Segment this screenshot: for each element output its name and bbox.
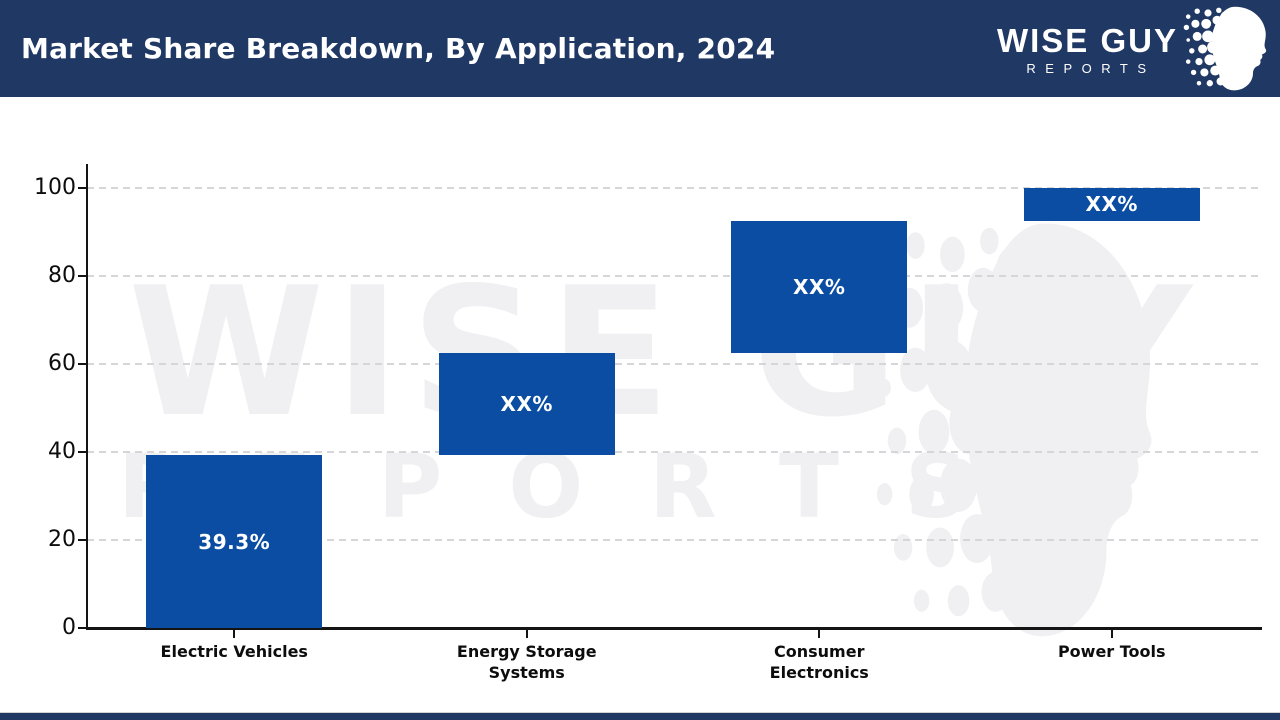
bar-energy-storage-systems: XX% [438,352,615,456]
y-tick-mark [78,451,87,453]
y-tick-label: 20 [48,527,76,552]
gridline-100 [87,187,1262,189]
chart-title: Market Share Breakdown, By Application, … [21,32,776,65]
footer-divider [0,712,1280,713]
y-tick-label: 100 [34,175,76,200]
logo-subtext: REPORTS [1026,60,1156,76]
y-tick-mark [78,627,87,629]
x-tick-mark [818,630,821,638]
logo-wordmark: WISE GUY [996,21,1178,59]
y-tick-mark [78,363,87,365]
logo-text: WISE GUY REPORTS [997,22,1178,76]
gridline-60 [87,363,1262,365]
x-tick-mark [525,630,528,638]
header-bar: Market Share Breakdown, By Application, … [0,0,1280,97]
x-tick-mark [233,630,236,638]
x-axis-line [86,627,1262,630]
bar-power-tools: XX% [1023,188,1200,221]
x-category-label: Power Tools [1057,642,1166,661]
y-tick-label: 0 [62,615,76,640]
y-tick-mark [78,187,87,189]
y-tick-label: 40 [48,439,76,464]
bar-electric-vehicles: 39.3% [146,455,323,628]
bar-value-label: XX% [1085,192,1138,217]
x-category-label: Electric Vehicles [160,642,308,661]
footer-bar [0,713,1280,720]
logo: WISE GUY REPORTS [997,0,1272,97]
bar-consumer-electronics: XX% [731,220,908,353]
y-tick-label: 80 [48,263,76,288]
y-tick-label: 60 [48,351,76,376]
y-tick-mark [78,539,87,541]
bar-value-label: XX% [500,391,553,416]
logo-face-icon [1183,6,1267,90]
gridline-40 [87,451,1262,453]
x-tick-mark [1110,630,1113,638]
bar-value-label: XX% [793,274,846,299]
gridline-80 [87,275,1262,277]
y-axis-line [86,164,88,630]
x-category-label: Consumer Electronics [769,642,869,682]
y-tick-mark [78,275,87,277]
x-category-label: Energy Storage Systems [456,642,597,682]
gridline-20 [87,539,1262,541]
bar-value-label: 39.3% [198,529,271,554]
